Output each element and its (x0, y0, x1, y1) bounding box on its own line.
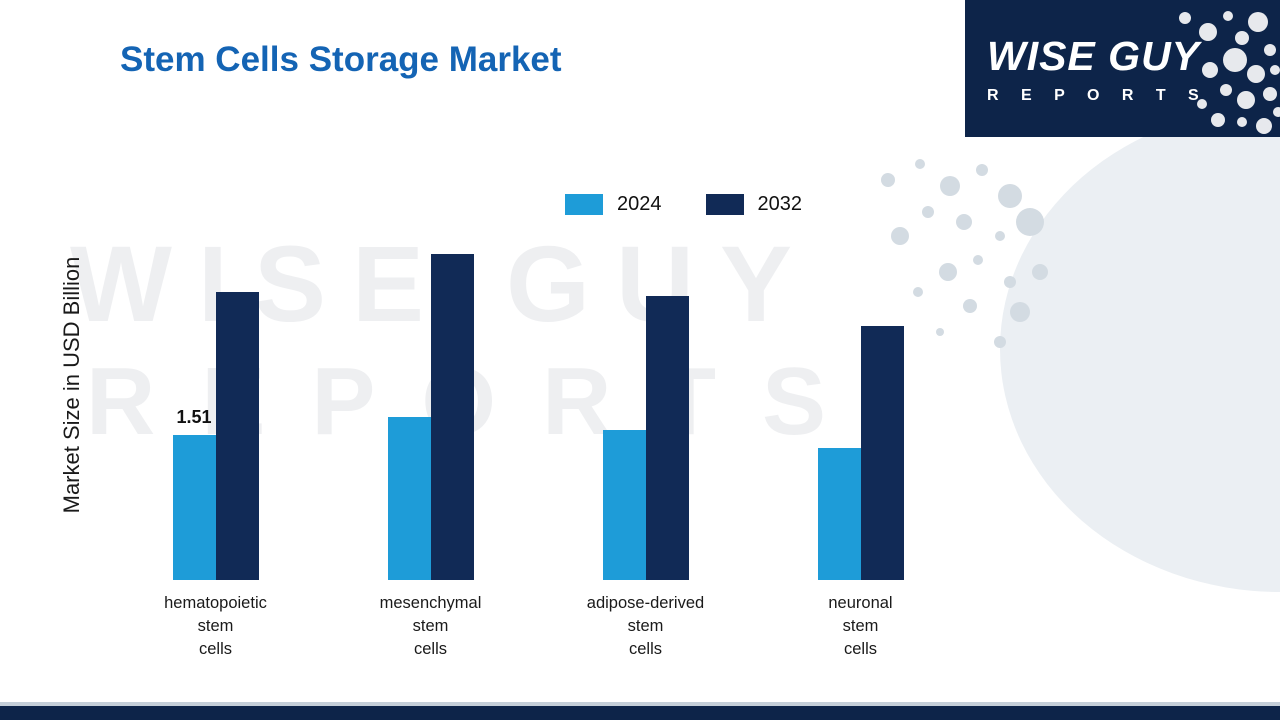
brand-logo-block: WISE GUY R E P O R T S (965, 0, 1280, 137)
brand-text: WISE GUY R E P O R T S (987, 36, 1208, 105)
category-label-1: mesenchymal stem cells (379, 594, 482, 658)
bar-2024-cat3 (817, 448, 861, 580)
bar-2024-cat2 (602, 430, 646, 580)
legend-item-2024: 2024 (565, 193, 662, 216)
legend-label-2032: 2032 (757, 193, 803, 215)
bars-row-0: 1.51 (172, 180, 259, 580)
legend-swatch-2032 (705, 194, 744, 215)
brand-subname: R E P O R T S (987, 87, 1208, 104)
footer-accent-line (0, 702, 1280, 706)
chart-group-3: neuronal stem cells (753, 180, 968, 661)
bar-value-label: 1.51 (176, 407, 212, 427)
chart-group-1: mesenchymal stem cells (323, 180, 538, 661)
legend-label-2024: 2024 (617, 193, 662, 215)
bars-row-1 (387, 180, 474, 580)
brand-name: WISE GUY (987, 33, 1201, 79)
bar-2032-cat2 (645, 296, 689, 580)
y-axis-label: Market Size in USD Billion (59, 256, 84, 514)
bar-chart: 1.51 hematopoietic stem cells mesenchymal … (108, 180, 968, 661)
page-title: Stem Cells Storage Market (120, 40, 562, 79)
chart-group-2: adipose-derived stem cells (538, 180, 753, 661)
bar-2032-cat1 (430, 254, 474, 580)
gray-dots-graphic (881, 159, 1048, 348)
category-label-0: hematopoietic stem cells (164, 594, 267, 658)
bar-2024-cat1 (387, 417, 431, 580)
chart-legend: 2024 2032 (565, 193, 802, 216)
brand-head-dots-graphic (1179, 11, 1280, 134)
bars-row-3 (817, 180, 904, 580)
bar-2024-cat0: 1.51 (172, 407, 216, 580)
bars-row-2 (602, 180, 689, 580)
footer-navy-bar (0, 706, 1280, 720)
legend-item-2032: 2032 (705, 193, 803, 216)
chart-group-0: 1.51 hematopoietic stem cells (108, 180, 323, 661)
category-label-3: neuronal stem cells (828, 594, 893, 658)
bar-2032-cat0 (215, 292, 259, 580)
legend-swatch-2024 (565, 194, 603, 215)
bar-2032-cat3 (860, 326, 904, 580)
category-label-2: adipose-derived stem cells (586, 594, 705, 658)
